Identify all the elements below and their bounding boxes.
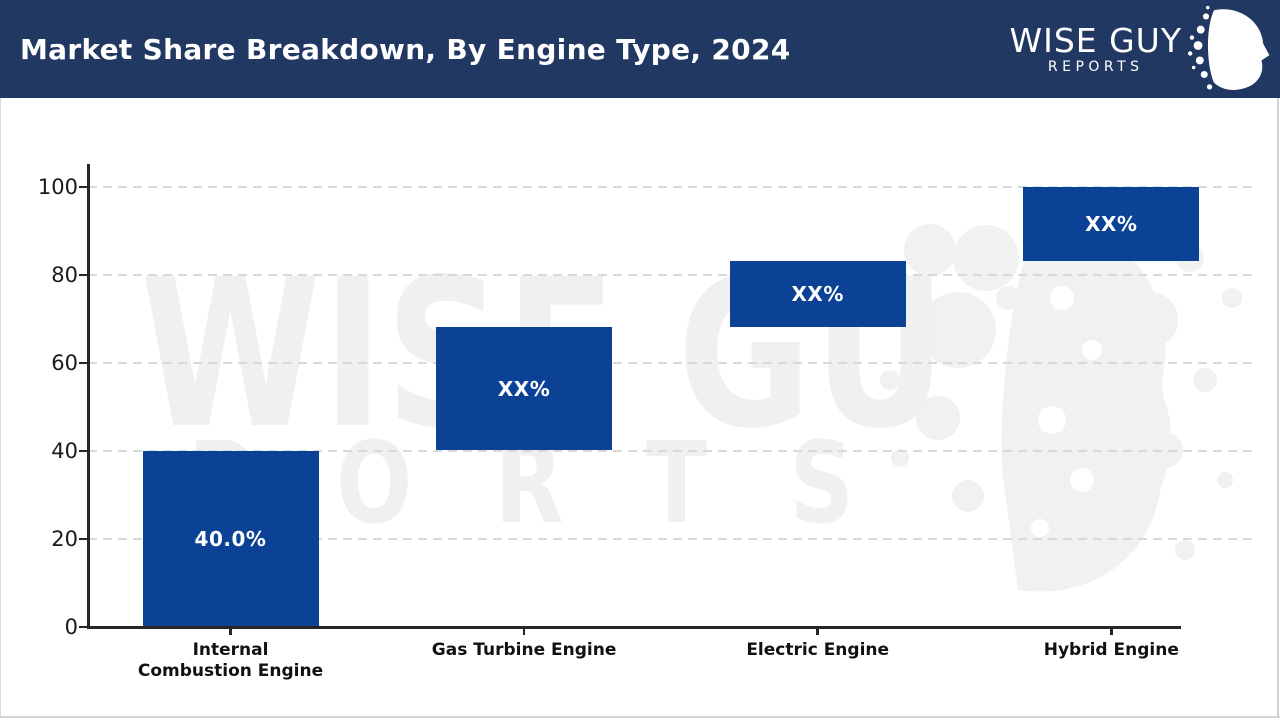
bar-value-label: 40.0%	[194, 526, 267, 551]
ytick-label-40: 40	[51, 438, 78, 463]
xlabel-gas-turbine-engine: Gas Turbine Engine	[431, 640, 617, 660]
xlabel-hybrid-engine: Hybrid Engine	[1043, 640, 1179, 660]
ytick-label-0: 0	[64, 614, 78, 639]
ytick-mark-40	[79, 449, 88, 452]
bar-electric-engine: XX%	[729, 261, 906, 328]
y-axis-line	[87, 164, 90, 628]
ytick-mark-20	[79, 537, 88, 540]
wiseguy-logo: WISE GUY REPORTS	[1009, 0, 1272, 98]
bar-value-label: XX%	[1085, 211, 1138, 236]
xlabel-electric-engine: Electric Engine	[746, 640, 890, 660]
xtick-mark-internal-combustion-engine	[229, 626, 232, 635]
logo-head-icon	[1187, 5, 1270, 90]
ytick-mark-80	[79, 273, 88, 276]
gridline-20	[88, 537, 1256, 540]
bar-internal-combustion-engine: 40.0%	[142, 450, 319, 627]
header-bar: Market Share Breakdown, By Engine Type, …	[0, 0, 1280, 98]
ytick-label-100: 100	[37, 174, 78, 199]
bar-hybrid-engine: XX%	[1023, 186, 1200, 262]
ytick-mark-60	[79, 361, 88, 364]
xtick-mark-hybrid-engine	[1110, 626, 1113, 635]
x-axis-line	[87, 625, 1181, 629]
gridline-80	[88, 273, 1256, 276]
frame-border-bottom	[0, 716, 1280, 718]
ytick-mark-100	[79, 185, 88, 188]
xlabel-internal-combustion-engine: Internal Combustion Engine	[137, 640, 324, 681]
xtick-mark-electric-engine	[816, 626, 819, 635]
logo-text: WISE GUY REPORTS	[1009, 24, 1182, 74]
logo-text-primary: WISE GUY	[1009, 21, 1182, 60]
bar-value-label: XX%	[497, 376, 551, 401]
gridline-100	[88, 185, 1256, 188]
gridline-40	[88, 449, 1256, 452]
gridline-60	[88, 361, 1256, 364]
bar-gas-turbine-engine: XX%	[436, 327, 613, 451]
frame-border-left	[0, 98, 1, 718]
page-title: Market Share Breakdown, By Engine Type, …	[20, 32, 791, 66]
frame-border-right	[1277, 98, 1279, 718]
ytick-label-20: 20	[51, 526, 78, 551]
xtick-mark-gas-turbine-engine	[522, 626, 526, 635]
logo-text-secondary: REPORTS	[1047, 59, 1144, 75]
ytick-mark-0	[79, 625, 88, 628]
bar-value-label: XX%	[791, 282, 844, 307]
ytick-label-60: 60	[51, 350, 78, 375]
ytick-label-80: 80	[51, 262, 78, 287]
